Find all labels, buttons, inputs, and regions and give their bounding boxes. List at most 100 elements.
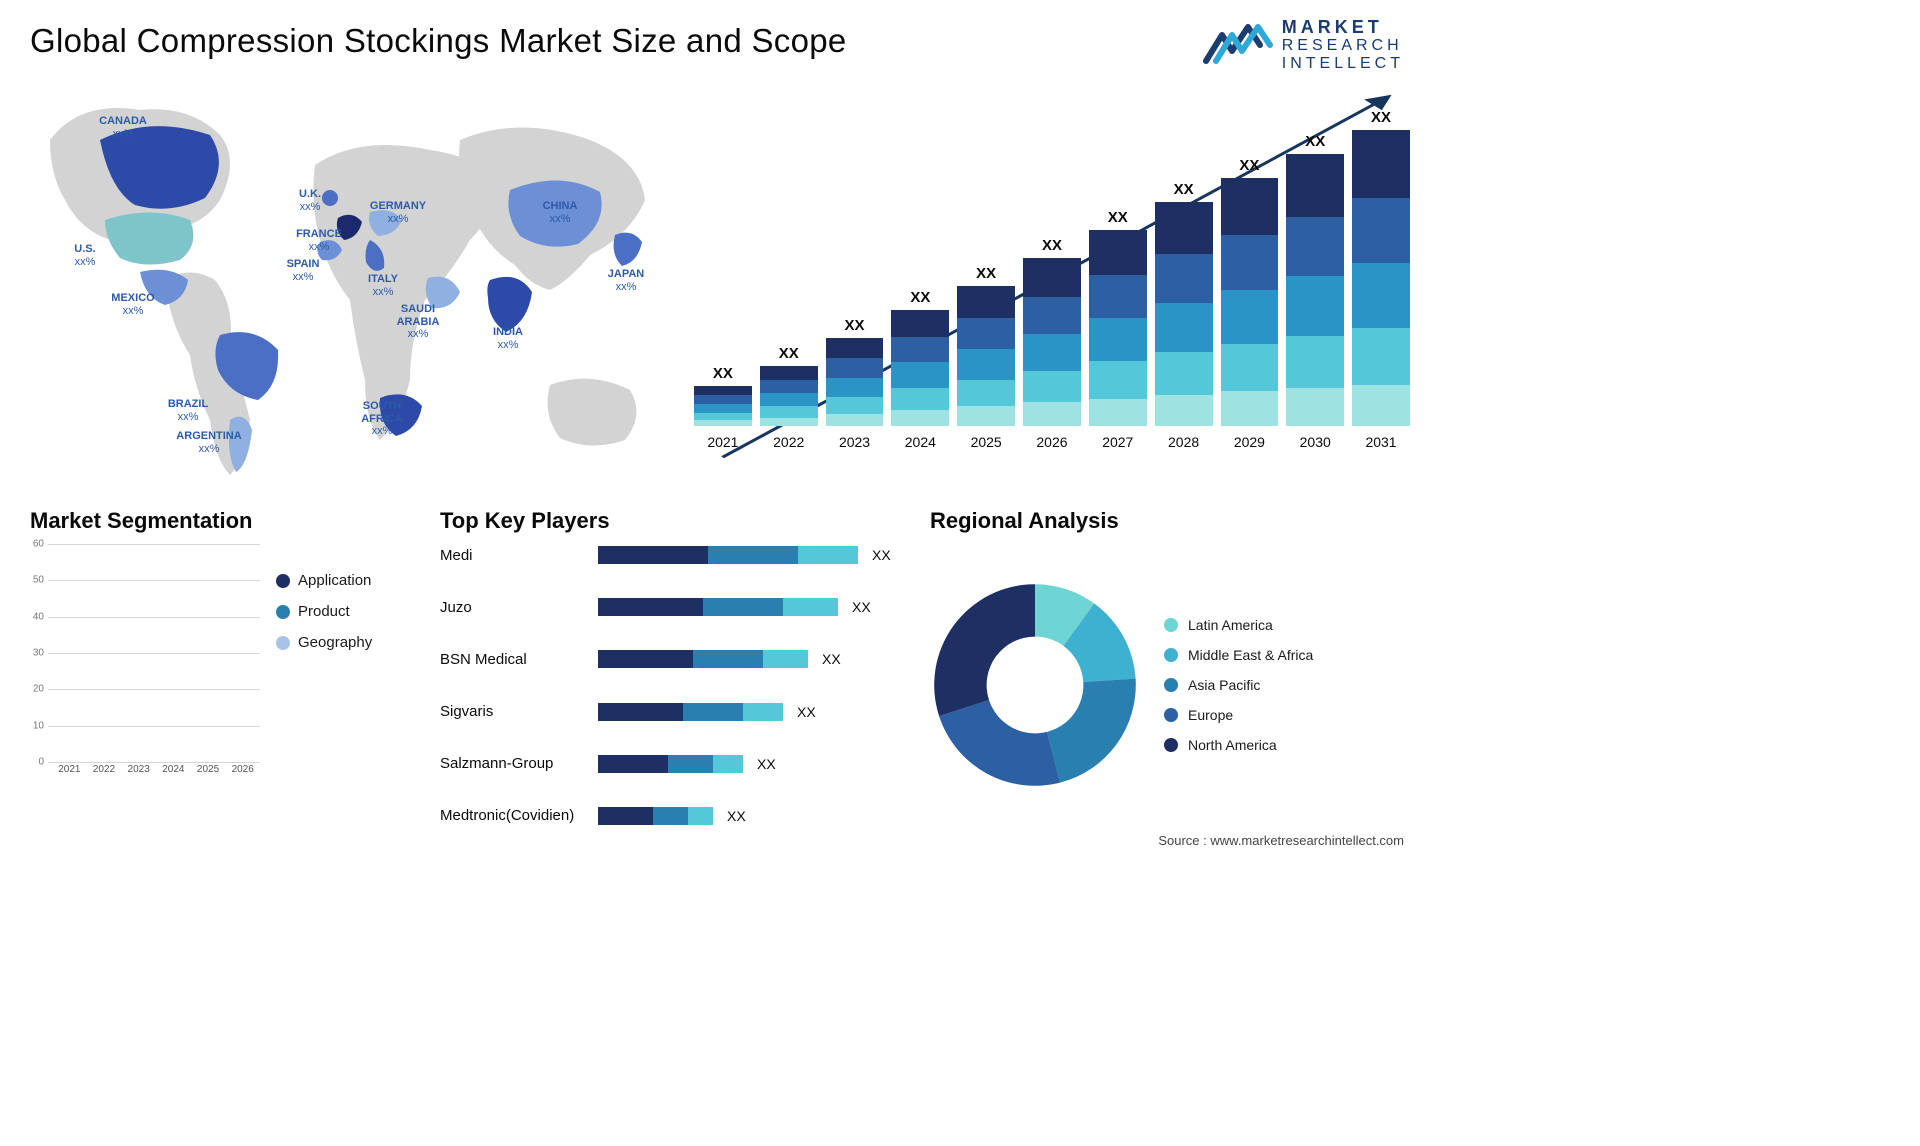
source-label: Source : www.marketresearchintellect.com	[30, 833, 1410, 848]
bar-segment	[683, 703, 743, 721]
players-panel: Top Key Players MediXXJuzoXXBSN MedicalX…	[440, 508, 900, 825]
x-tick-label: 2023	[121, 764, 156, 784]
bar-segment	[1155, 254, 1213, 303]
bar-segment	[783, 598, 838, 616]
legend-swatch	[1164, 618, 1178, 632]
x-tick-label: 2024	[156, 764, 191, 784]
bar-value-label: XX	[1371, 109, 1391, 126]
map-label: CHINAxx%	[543, 200, 578, 225]
bar-value-label: XX	[910, 289, 930, 306]
bar-segment	[760, 380, 818, 393]
player-bar	[598, 650, 808, 668]
bar-segment	[1352, 263, 1410, 328]
bar-value-label: XX	[1239, 157, 1259, 174]
y-tick-label: 30	[33, 648, 44, 659]
legend-swatch	[1164, 708, 1178, 722]
gridline	[48, 762, 260, 763]
bar-segment	[1352, 385, 1410, 426]
player-name: Medtronic(Covidien)	[440, 807, 598, 824]
legend-label: Geography	[298, 634, 372, 651]
growth-bar: XX 2025	[957, 265, 1015, 450]
legend-swatch	[1164, 738, 1178, 752]
growth-bar: XX2022	[760, 345, 818, 450]
bar-segment	[1023, 297, 1081, 334]
page-title: Global Compression Stockings Market Size…	[30, 18, 847, 60]
legend-item: Asia Pacific	[1164, 677, 1313, 693]
bar-segment	[1286, 217, 1344, 277]
bar-segment	[891, 388, 949, 410]
growth-chart-panel: XX2021XX2022XX2023XX2024XX2025XX2026XX20…	[694, 80, 1410, 490]
legend-swatch	[1164, 648, 1178, 662]
bar-segment	[763, 650, 808, 668]
map-label: U.S.xx%	[74, 243, 95, 268]
bar-value-label: XX	[976, 265, 996, 282]
bar-segment	[1023, 371, 1081, 403]
player-bar	[598, 703, 783, 721]
bar-year-label: 2025	[971, 434, 1002, 450]
player-row: BSN MedicalXX	[440, 650, 900, 668]
growth-bar: XX2031	[1352, 109, 1410, 450]
bar-value-label: XX	[713, 365, 733, 382]
bar-segment	[1023, 258, 1081, 297]
bar-segment	[694, 395, 752, 404]
player-name: BSN Medical	[440, 651, 598, 668]
growth-bar: XX2026	[1023, 237, 1081, 450]
map-label: ARGENTINAxx%	[176, 430, 241, 455]
bar-segment	[1352, 130, 1410, 198]
legend-item: Latin America	[1164, 617, 1313, 633]
bar-segment	[1221, 178, 1279, 235]
bar-segment	[798, 546, 858, 564]
map-label: U.K.xx%	[299, 188, 321, 213]
bar-segment	[598, 546, 708, 564]
growth-bar: XX2028	[1155, 181, 1213, 450]
bar-segment	[703, 598, 783, 616]
y-tick-label: 20	[33, 684, 44, 695]
player-bar	[598, 807, 713, 825]
bar-segment	[694, 413, 752, 421]
segmentation-chart: 0102030405060 202120222023202420252026	[30, 544, 260, 784]
header: Global Compression Stockings Market Size…	[30, 18, 1410, 72]
legend-label: North America	[1188, 737, 1277, 753]
map-label: JAPANxx%	[608, 268, 644, 293]
bar-year-label: 2024	[905, 434, 936, 450]
bar-segment	[1286, 336, 1344, 388]
bar-segment	[1221, 235, 1279, 290]
player-value-label: XX	[852, 599, 871, 615]
bar-segment	[1089, 275, 1147, 318]
bottom-row: Market Segmentation 0102030405060 202120…	[30, 508, 1410, 825]
bar-year-label: 2030	[1300, 434, 1331, 450]
logo-line-2: RESEARCH	[1282, 38, 1404, 54]
legend-item: Application	[276, 572, 372, 589]
player-row: MediXX	[440, 546, 900, 564]
regional-panel: Regional Analysis Latin AmericaMiddle Ea…	[930, 508, 1410, 825]
player-bar	[598, 598, 838, 616]
bar-segment	[826, 397, 884, 414]
y-tick-label: 10	[33, 720, 44, 731]
bar-segment	[598, 598, 703, 616]
bar-segment	[1089, 361, 1147, 398]
player-row: SigvarisXX	[440, 703, 900, 721]
map-label: SAUDIARABIAxx%	[397, 303, 440, 341]
logo-line-3: INTELLECT	[1282, 56, 1404, 72]
bar-segment	[760, 406, 818, 417]
y-tick-label: 40	[33, 611, 44, 622]
bar-segment	[694, 386, 752, 395]
player-value-label: XX	[872, 547, 891, 563]
legend-item: North America	[1164, 737, 1313, 753]
bar-segment	[1089, 230, 1147, 275]
bar-segment	[826, 414, 884, 426]
bar-segment	[1155, 395, 1213, 426]
map-label: INDIAxx%	[493, 326, 523, 351]
player-value-label: XX	[797, 704, 816, 720]
bar-segment	[653, 807, 688, 825]
top-row: CANADAxx%U.S.xx%MEXICOxx%BRAZILxx%ARGENT…	[30, 80, 1410, 490]
bar-segment	[1221, 344, 1279, 391]
bar-segment	[693, 650, 763, 668]
bar-segment	[957, 406, 1015, 426]
bar-segment	[598, 703, 683, 721]
bar-segment	[760, 366, 818, 380]
logo-text: MARKET RESEARCH INTELLECT	[1282, 18, 1404, 72]
map-label: ITALYxx%	[368, 273, 398, 298]
regional-legend: Latin AmericaMiddle East & AfricaAsia Pa…	[1164, 617, 1313, 753]
bar-segment	[598, 755, 668, 773]
